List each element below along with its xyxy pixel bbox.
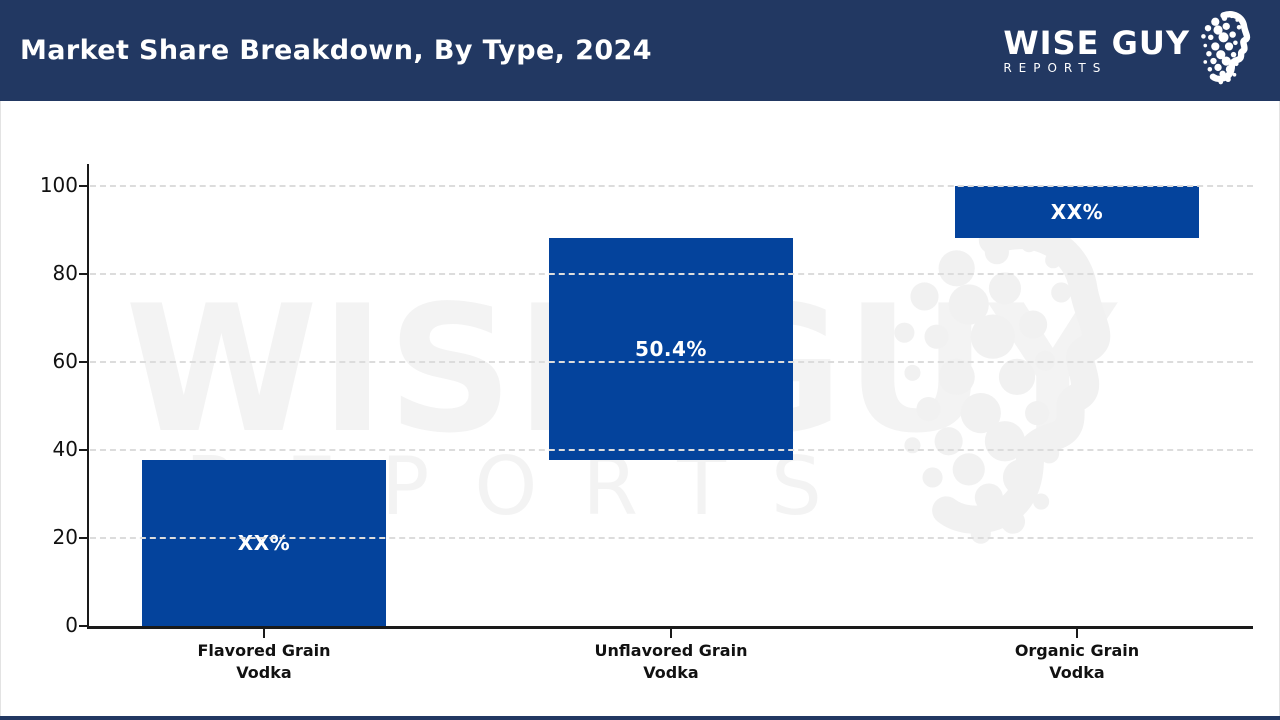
x-axis-tick (670, 629, 672, 638)
y-gridline (90, 537, 1253, 539)
y-axis-tick (79, 361, 88, 363)
bar-segment: XX% (142, 459, 386, 626)
x-axis-line (87, 626, 1253, 629)
y-tick-label: 0 (65, 613, 78, 637)
y-axis-tick (79, 625, 88, 627)
y-tick-label: 100 (39, 173, 78, 197)
x-category-label: Flavored Grain Vodka (197, 641, 331, 682)
bar-segment: XX% (955, 186, 1199, 238)
y-gridline (90, 361, 1253, 363)
footer-strip (0, 716, 1280, 720)
y-tick-label: 60 (52, 349, 78, 373)
y-gridline (90, 185, 1253, 187)
x-category-label: Unflavored Grain Vodka (594, 641, 748, 682)
y-axis-tick (79, 537, 88, 539)
logo-wordmark: WISE GUY (1003, 24, 1190, 62)
bar-value-label: XX% (1050, 199, 1104, 224)
y-tick-label: 80 (52, 261, 78, 285)
y-axis-tick (79, 185, 88, 187)
bar-value-label: XX% (237, 530, 291, 555)
logo-subtitle: REPORTS (1003, 61, 1108, 75)
wiseguy-face-icon (1201, 10, 1251, 84)
y-axis-tick (79, 449, 88, 451)
header-bar: Market Share Breakdown, By Type, 2024 WI… (0, 0, 1280, 101)
y-axis-line (87, 164, 89, 626)
y-gridline (90, 273, 1253, 275)
bar-value-label: 50.4% (635, 336, 707, 361)
y-tick-label: 20 (52, 525, 78, 549)
x-axis-tick (263, 629, 265, 638)
bar-segment: 50.4% (549, 237, 793, 460)
y-axis-tick (79, 273, 88, 275)
logo-text: WISE GUY REPORTS (1003, 27, 1190, 74)
x-category-label: Organic Grain Vodka (1014, 641, 1140, 682)
y-tick-label: 40 (52, 437, 78, 461)
wiseguy-logo: WISE GUY REPORTS (1003, 9, 1262, 93)
page-title: Market Share Breakdown, By Type, 2024 (20, 35, 652, 66)
x-axis-tick (1076, 629, 1078, 638)
y-gridline (90, 449, 1253, 451)
